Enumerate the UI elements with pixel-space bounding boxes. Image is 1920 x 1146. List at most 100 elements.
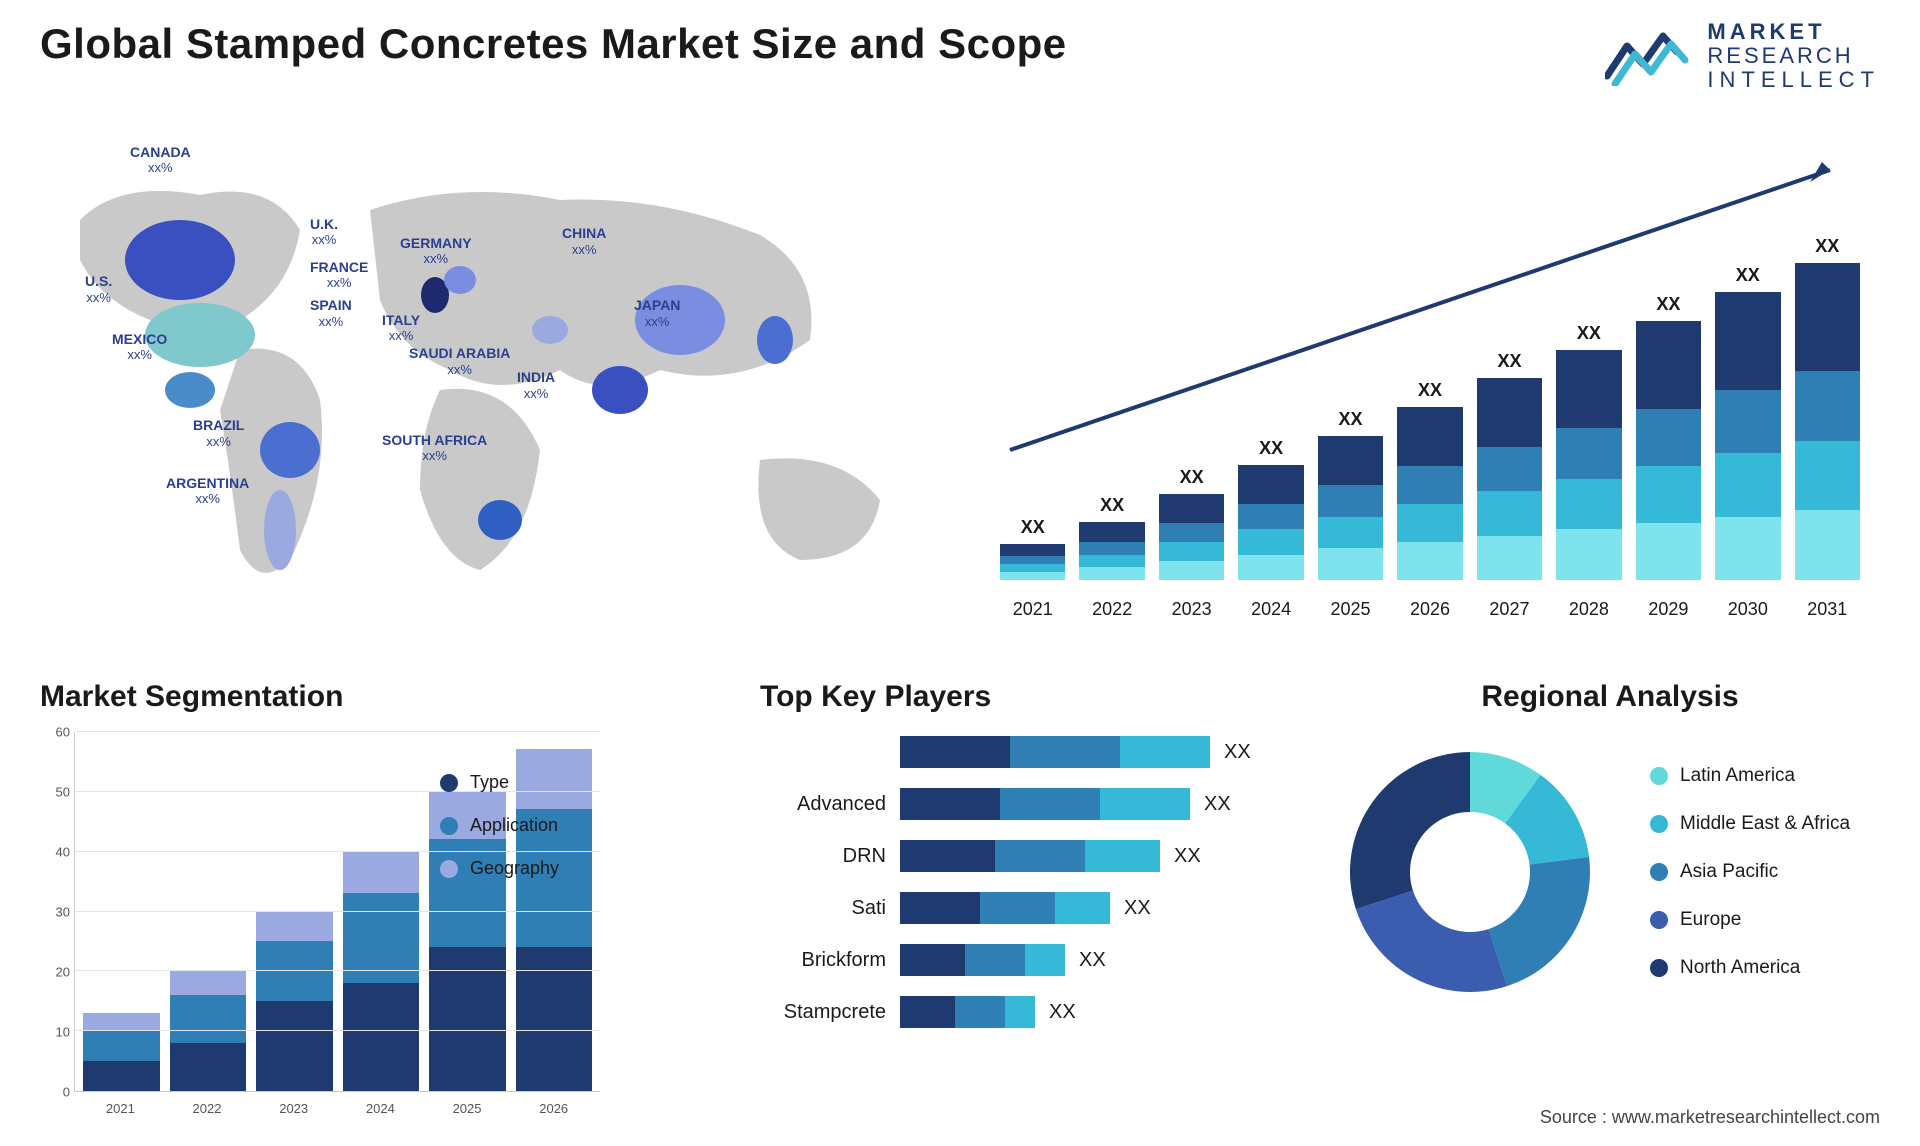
regional-legend-item: Middle East & Africa xyxy=(1650,813,1850,835)
growth-col-2025: XX xyxy=(1318,409,1383,580)
logo-text: MARKET RESEARCH INTELLECT xyxy=(1707,20,1880,93)
growth-seg xyxy=(1636,409,1701,466)
growth-seg xyxy=(1715,390,1780,453)
regional-legend: Latin America Middle East & Africa Asia Pa… xyxy=(1650,765,1850,979)
growth-seg xyxy=(1079,542,1144,555)
regional-legend-item: North America xyxy=(1650,957,1850,979)
map-label-mexico: MEXICOxx% xyxy=(112,332,167,363)
regional-legend-label: Europe xyxy=(1680,909,1741,931)
page-title: Global Stamped Concretes Market Size and… xyxy=(40,20,1067,68)
seg-ytick: 0 xyxy=(63,1085,70,1100)
growth-value-label: XX xyxy=(1021,517,1045,538)
growth-seg xyxy=(1000,556,1065,564)
player-seg xyxy=(965,944,1025,976)
segmentation-chart: 0102030405060 202120222023202420252026 T… xyxy=(40,732,600,1092)
player-seg xyxy=(1055,892,1110,924)
growth-seg xyxy=(1795,371,1860,441)
growth-xtick: 2021 xyxy=(1000,599,1065,620)
growth-seg xyxy=(1477,491,1542,535)
player-label: Stampcrete xyxy=(760,1001,900,1024)
seg-seg xyxy=(83,1061,160,1091)
seg-xtick: 2022 xyxy=(169,1101,246,1116)
growth-xtick: 2027 xyxy=(1477,599,1542,620)
swatch-icon xyxy=(1650,863,1668,881)
growth-seg xyxy=(1397,504,1462,542)
seg-ytick: 20 xyxy=(56,965,70,980)
regional-legend-item: Latin America xyxy=(1650,765,1850,787)
seg-gridline xyxy=(75,911,600,912)
seg-legend-item: Geography xyxy=(440,858,610,879)
seg-seg xyxy=(256,911,333,941)
seg-seg xyxy=(429,947,506,1091)
growth-seg xyxy=(1636,321,1701,409)
growth-col-2024: XX xyxy=(1238,438,1303,580)
player-bar xyxy=(900,892,1110,924)
regional-panel: Regional Analysis Latin AmericaMiddle Ea… xyxy=(1330,680,1890,1012)
growth-seg xyxy=(1159,542,1224,561)
growth-stack xyxy=(1000,544,1065,580)
seg-ytick: 30 xyxy=(56,905,70,920)
seg-seg xyxy=(343,851,420,893)
player-label: Brickform xyxy=(760,949,900,972)
player-value: XX xyxy=(1224,741,1251,764)
growth-seg xyxy=(1238,465,1303,504)
seg-gridline xyxy=(75,1030,600,1031)
growth-value-label: XX xyxy=(1418,380,1442,401)
growth-seg xyxy=(1556,350,1621,428)
world-map-icon xyxy=(40,140,940,620)
map-label-india: INDIAxx% xyxy=(517,370,555,401)
growth-bars: XXXXXXXXXXXXXXXXXXXXXX xyxy=(1000,200,1860,580)
map-label-spain: SPAINxx% xyxy=(310,298,352,329)
growth-seg xyxy=(1238,529,1303,554)
regional-legend-item: Europe xyxy=(1650,909,1850,931)
growth-seg xyxy=(1318,485,1383,517)
player-label: Sati xyxy=(760,897,900,920)
players-chart: XXAdvancedXXDRNXXSatiXXBrickformXXStampc… xyxy=(760,734,1300,1030)
map-label-canada: CANADAxx% xyxy=(130,145,191,176)
player-row: AdvancedXX xyxy=(760,786,1300,822)
growth-seg xyxy=(1000,564,1065,572)
player-bar xyxy=(900,996,1035,1028)
growth-xtick: 2030 xyxy=(1715,599,1780,620)
growth-seg xyxy=(1000,544,1065,556)
map-label-germany: GERMANYxx% xyxy=(400,236,472,267)
growth-seg xyxy=(1795,441,1860,511)
growth-seg xyxy=(1000,572,1065,580)
growth-seg xyxy=(1318,436,1383,485)
seg-xtick: 2025 xyxy=(429,1101,506,1116)
seg-legend-item: Type xyxy=(440,772,610,793)
growth-col-2026: XX xyxy=(1397,380,1462,580)
growth-stack xyxy=(1636,321,1701,580)
logo-line2: RESEARCH xyxy=(1707,44,1880,68)
seg-ytick: 60 xyxy=(56,725,70,740)
map-label-u-k-: U.K.xx% xyxy=(310,217,338,248)
growth-seg xyxy=(1079,522,1144,542)
world-map-panel: CANADAxx%U.S.xx%MEXICOxx%BRAZILxx%ARGENT… xyxy=(40,140,940,620)
growth-col-2023: XX xyxy=(1159,467,1224,580)
map-label-china: CHINAxx% xyxy=(562,226,606,257)
growth-col-2022: XX xyxy=(1079,495,1144,580)
brand-logo: MARKET RESEARCH INTELLECT xyxy=(1605,20,1880,93)
player-bar xyxy=(900,736,1210,768)
player-row: SatiXX xyxy=(760,890,1300,926)
swatch-icon xyxy=(1650,959,1668,977)
logo-line1: MARKET xyxy=(1707,20,1880,44)
growth-stack xyxy=(1477,378,1542,580)
growth-value-label: XX xyxy=(1656,294,1680,315)
growth-seg xyxy=(1318,517,1383,549)
growth-value-label: XX xyxy=(1577,323,1601,344)
player-seg xyxy=(1085,840,1160,872)
seg-xtick: 2021 xyxy=(82,1101,159,1116)
growth-stack xyxy=(1397,407,1462,580)
regional-legend-item: Asia Pacific xyxy=(1650,861,1850,883)
growth-chart: XXXXXXXXXXXXXXXXXXXXXX 20212022202320242… xyxy=(980,140,1880,620)
player-value: XX xyxy=(1049,1001,1076,1024)
player-seg xyxy=(900,892,980,924)
seg-ytick: 40 xyxy=(56,845,70,860)
seg-legend-label: Type xyxy=(470,772,509,793)
swatch-icon xyxy=(1650,767,1668,785)
donut-seg-europe xyxy=(1356,891,1507,992)
growth-stack xyxy=(1079,522,1144,580)
donut-seg-north-america xyxy=(1350,752,1470,909)
growth-seg xyxy=(1397,407,1462,466)
